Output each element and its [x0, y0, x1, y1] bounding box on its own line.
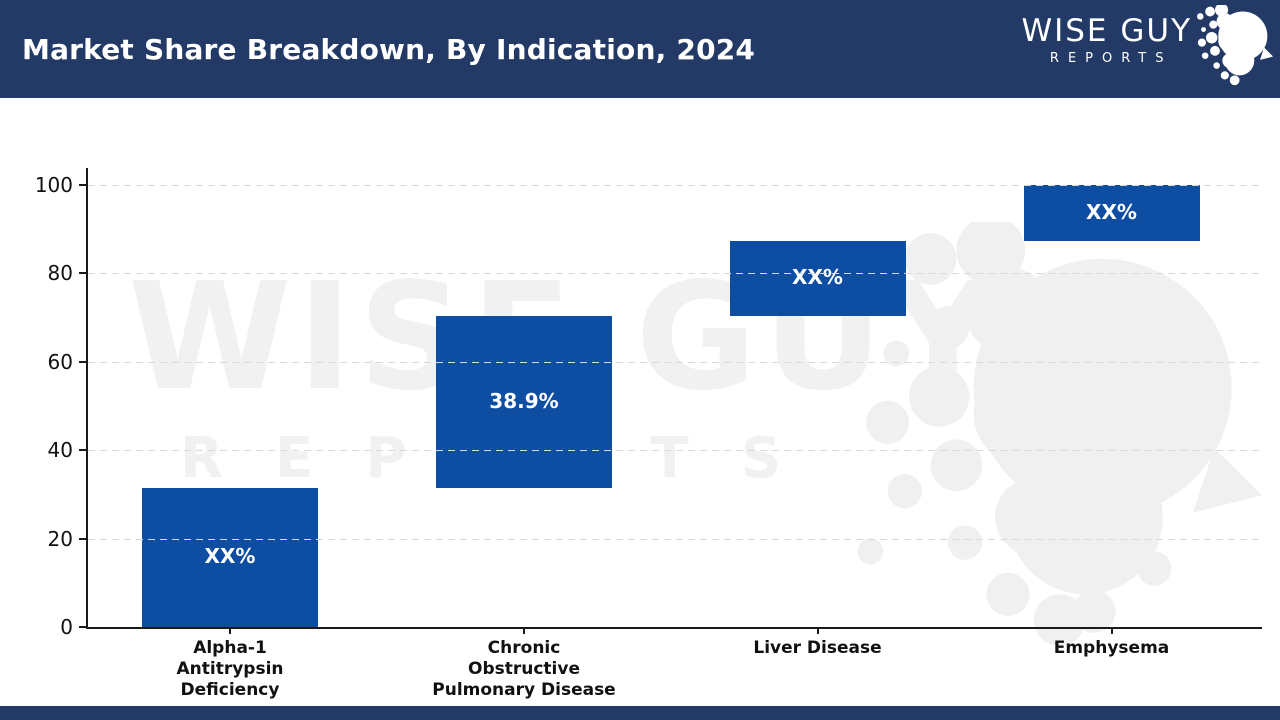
- y-axis-line: [86, 168, 88, 629]
- header-bar: Market Share Breakdown, By Indication, 2…: [0, 0, 1280, 98]
- bar-segment: XX%: [142, 487, 318, 627]
- y-tick-label: 0: [60, 615, 73, 639]
- gridline: [88, 185, 1262, 186]
- gridline: [88, 273, 1262, 275]
- bar-value-label: XX%: [1086, 199, 1137, 224]
- bar-value-label: XX%: [204, 544, 256, 569]
- x-tick-mark: [229, 627, 231, 634]
- category-label: Liver Disease: [753, 638, 882, 658]
- y-tick-mark: [79, 360, 87, 363]
- logo-head-icon: [1197, 5, 1274, 86]
- y-tick-mark: [79, 537, 87, 540]
- bar-value-label: XX%: [792, 265, 843, 290]
- category-label: Alpha-1 Antitrypsin Deficiency: [176, 638, 284, 700]
- y-tick-mark: [79, 272, 87, 275]
- category-label: Emphysema: [1053, 638, 1170, 658]
- gridline: [88, 361, 1262, 363]
- gridline: [88, 538, 1262, 540]
- y-tick-label: 80: [47, 261, 73, 286]
- y-tick-mark: [79, 184, 87, 186]
- logo-line1: WISE GUY: [1021, 13, 1192, 49]
- bar-segment: XX%: [729, 240, 906, 316]
- page-title: Market Share Breakdown, By Indication, 2…: [22, 32, 756, 66]
- y-tick-label: 60: [47, 349, 73, 374]
- x-axis-line: [86, 627, 1262, 629]
- y-tick-label: 40: [47, 438, 73, 463]
- x-tick-mark: [816, 627, 819, 634]
- gridline: [88, 450, 1262, 452]
- logo-line2: REPORTS: [1049, 51, 1173, 66]
- y-tick-label: 100: [34, 173, 73, 197]
- footer-bar: [0, 706, 1280, 720]
- logo: WISE GUY REPORTS: [1021, 14, 1192, 66]
- category-label: Chronic Obstructive Pulmonary Disease: [432, 638, 616, 700]
- bar-segment: XX%: [1023, 185, 1200, 241]
- bar-value-label: 38.9%: [489, 388, 559, 413]
- y-tick-label: 20: [47, 526, 73, 551]
- y-tick-mark: [79, 626, 87, 628]
- chart: XX% Alpha-1 Antitrypsin Deficiency 38.9% Ch…: [0, 98, 1280, 706]
- x-tick-mark: [1110, 627, 1113, 634]
- y-tick-mark: [79, 449, 87, 452]
- x-tick-mark: [523, 627, 525, 634]
- bar-segment: 38.9%: [436, 315, 612, 488]
